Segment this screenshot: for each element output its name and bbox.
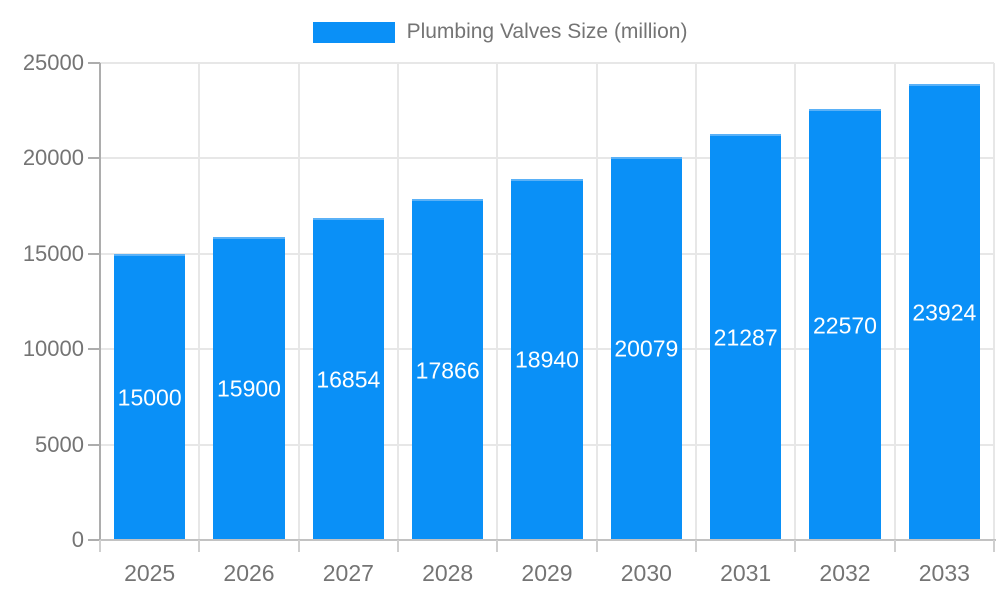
bar[interactable]: 20079 (610, 156, 683, 540)
x-tick (99, 540, 101, 552)
x-tick-label: 2031 (720, 560, 772, 586)
bar-value-label: 15000 (117, 384, 182, 411)
plot-area: 15000 15900 16854 17866 18940 20079 21287 22570… (100, 62, 995, 540)
legend[interactable]: Plumbing Valves Size (million) (0, 16, 1000, 48)
y-tick-label: 20000 (22, 145, 84, 171)
x-tick (198, 540, 201, 552)
x-gridline (595, 63, 598, 540)
x-tick-label: 2026 (223, 560, 275, 586)
x-tick-label: 2029 (521, 560, 573, 586)
bar[interactable]: 18940 (511, 178, 583, 540)
x-tick-label: 2028 (422, 560, 474, 586)
x-gridline (198, 63, 201, 540)
bar-value-label: 15900 (217, 375, 281, 402)
x-tick-label: 2033 (918, 560, 970, 586)
bar-value-label: 16854 (316, 366, 381, 393)
bar[interactable]: 16854 (312, 218, 385, 540)
x-tick (893, 540, 896, 552)
x-gridline (496, 63, 499, 540)
x-tick (794, 540, 797, 552)
x-tick (595, 540, 598, 552)
bar[interactable]: 17866 (411, 199, 484, 540)
y-tick (88, 62, 100, 64)
y-tick-label: 10000 (22, 336, 84, 362)
x-tick-label: 2032 (819, 560, 871, 586)
y-tick (88, 348, 100, 351)
x-tick (297, 540, 300, 552)
y-gridline (100, 157, 994, 160)
bar[interactable]: 15000 (113, 253, 186, 540)
legend-label: Plumbing Valves Size (million) (406, 20, 688, 43)
bar[interactable]: 22570 (809, 109, 881, 540)
legend-swatch[interactable] (312, 21, 395, 43)
y-tick (88, 252, 100, 255)
x-gridline (893, 63, 896, 540)
bar[interactable]: 15900 (213, 236, 285, 540)
x-gridline (297, 63, 300, 540)
y-gridline (100, 62, 994, 64)
x-tick-label: 2030 (620, 560, 672, 586)
x-gridline (397, 63, 399, 540)
x-tick (993, 540, 995, 552)
y-tick-label: 15000 (22, 240, 84, 266)
y-tick (88, 443, 100, 446)
x-tick (695, 540, 697, 552)
bar[interactable]: 21287 (709, 133, 782, 540)
x-tick-label: 2025 (124, 560, 176, 586)
x-gridline (993, 63, 995, 540)
bar[interactable]: 23924 (908, 83, 981, 540)
y-tick (88, 157, 100, 160)
x-tick (496, 540, 499, 552)
bar-value-label: 23924 (912, 299, 977, 326)
bar-value-label: 18940 (515, 346, 579, 373)
y-tick (88, 539, 100, 541)
bar-value-label: 17866 (415, 357, 480, 384)
x-gridline (794, 63, 797, 540)
x-tick-label: 2027 (322, 560, 374, 586)
bar-value-label: 21287 (713, 324, 778, 351)
y-tick-label: 0 (71, 527, 84, 552)
x-axis-line (99, 539, 996, 541)
bar-value-label: 22570 (813, 312, 877, 339)
y-tick-label: 5000 (35, 431, 84, 457)
x-gridline (695, 63, 697, 540)
x-tick (397, 540, 399, 552)
y-tick-label: 25000 (22, 50, 84, 75)
y-axis-line (99, 63, 101, 540)
bar-value-label: 20079 (614, 335, 679, 362)
